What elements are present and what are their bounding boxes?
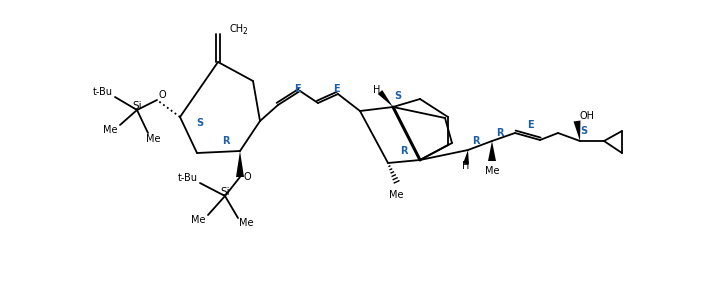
- Text: Me: Me: [146, 134, 160, 144]
- Text: S: S: [394, 91, 401, 101]
- Text: Si: Si: [220, 187, 230, 197]
- Text: R: R: [496, 128, 504, 138]
- Text: Me: Me: [485, 166, 499, 176]
- Text: H: H: [462, 161, 469, 171]
- Text: R: R: [401, 146, 408, 156]
- Text: Me: Me: [103, 125, 117, 135]
- Polygon shape: [236, 151, 244, 177]
- Text: E: E: [527, 120, 534, 130]
- Text: CH: CH: [230, 24, 244, 34]
- Text: Me: Me: [191, 215, 205, 225]
- Text: 2: 2: [242, 28, 247, 37]
- Text: Si: Si: [132, 101, 142, 111]
- Text: R: R: [222, 136, 230, 146]
- Polygon shape: [378, 90, 393, 107]
- Text: O: O: [158, 90, 166, 100]
- Text: E: E: [294, 84, 301, 94]
- Text: H: H: [374, 85, 381, 95]
- Text: OH: OH: [579, 111, 595, 121]
- Text: E: E: [333, 84, 340, 95]
- Polygon shape: [488, 141, 496, 161]
- Text: O: O: [243, 172, 251, 182]
- Text: S: S: [196, 118, 203, 128]
- Text: t-Bu: t-Bu: [93, 87, 113, 97]
- Text: Me: Me: [389, 190, 403, 200]
- Text: R: R: [472, 136, 480, 146]
- Text: Me: Me: [239, 218, 253, 228]
- Text: t-Bu: t-Bu: [178, 173, 198, 183]
- Text: S: S: [581, 126, 588, 136]
- Polygon shape: [463, 150, 469, 164]
- Polygon shape: [574, 120, 581, 141]
